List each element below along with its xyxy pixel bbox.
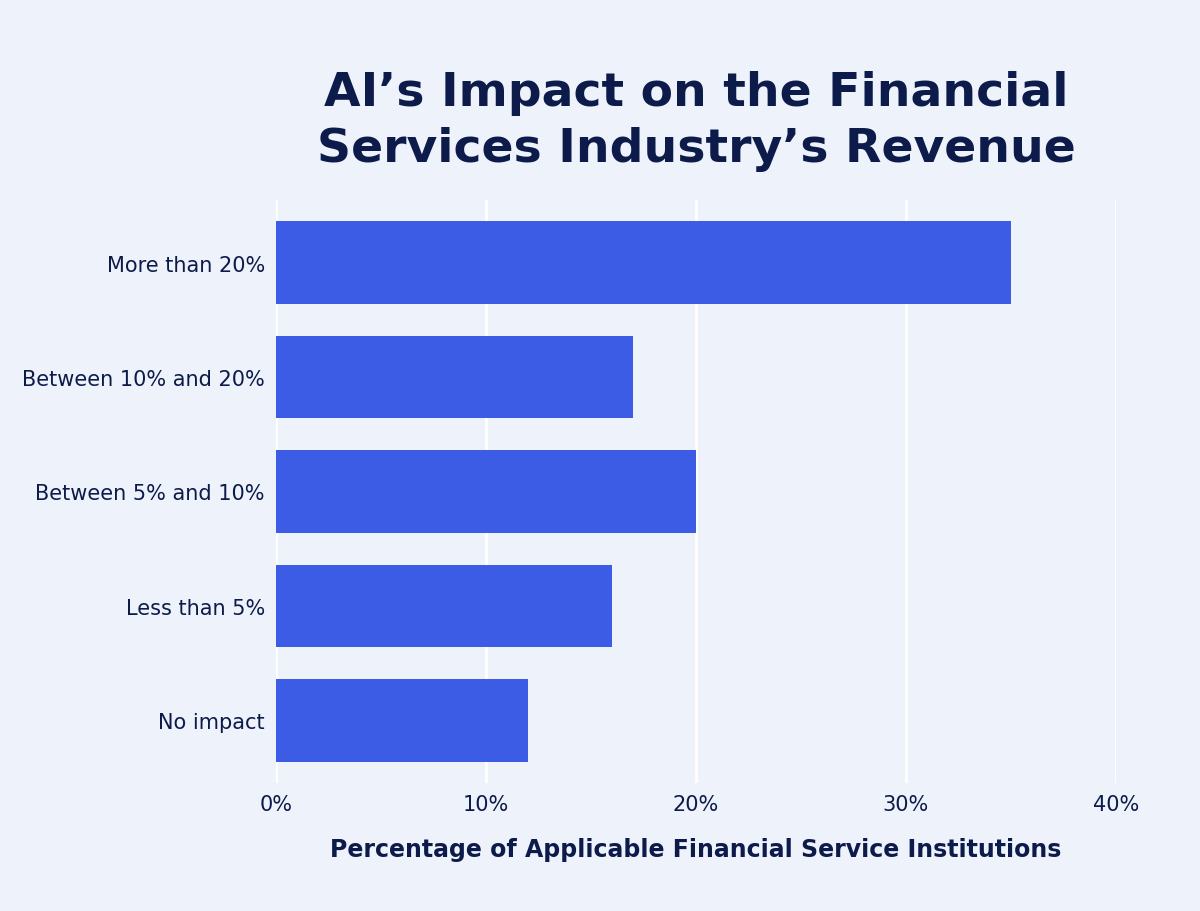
Title: AI’s Impact on the Financial
Services Industry’s Revenue: AI’s Impact on the Financial Services In… — [317, 71, 1075, 171]
X-axis label: Percentage of Applicable Financial Service Institutions: Percentage of Applicable Financial Servi… — [330, 836, 1062, 861]
Bar — [276, 451, 696, 533]
Bar — [276, 680, 528, 762]
Bar — [276, 565, 612, 648]
Bar — [276, 336, 634, 419]
Bar — [276, 222, 1010, 304]
